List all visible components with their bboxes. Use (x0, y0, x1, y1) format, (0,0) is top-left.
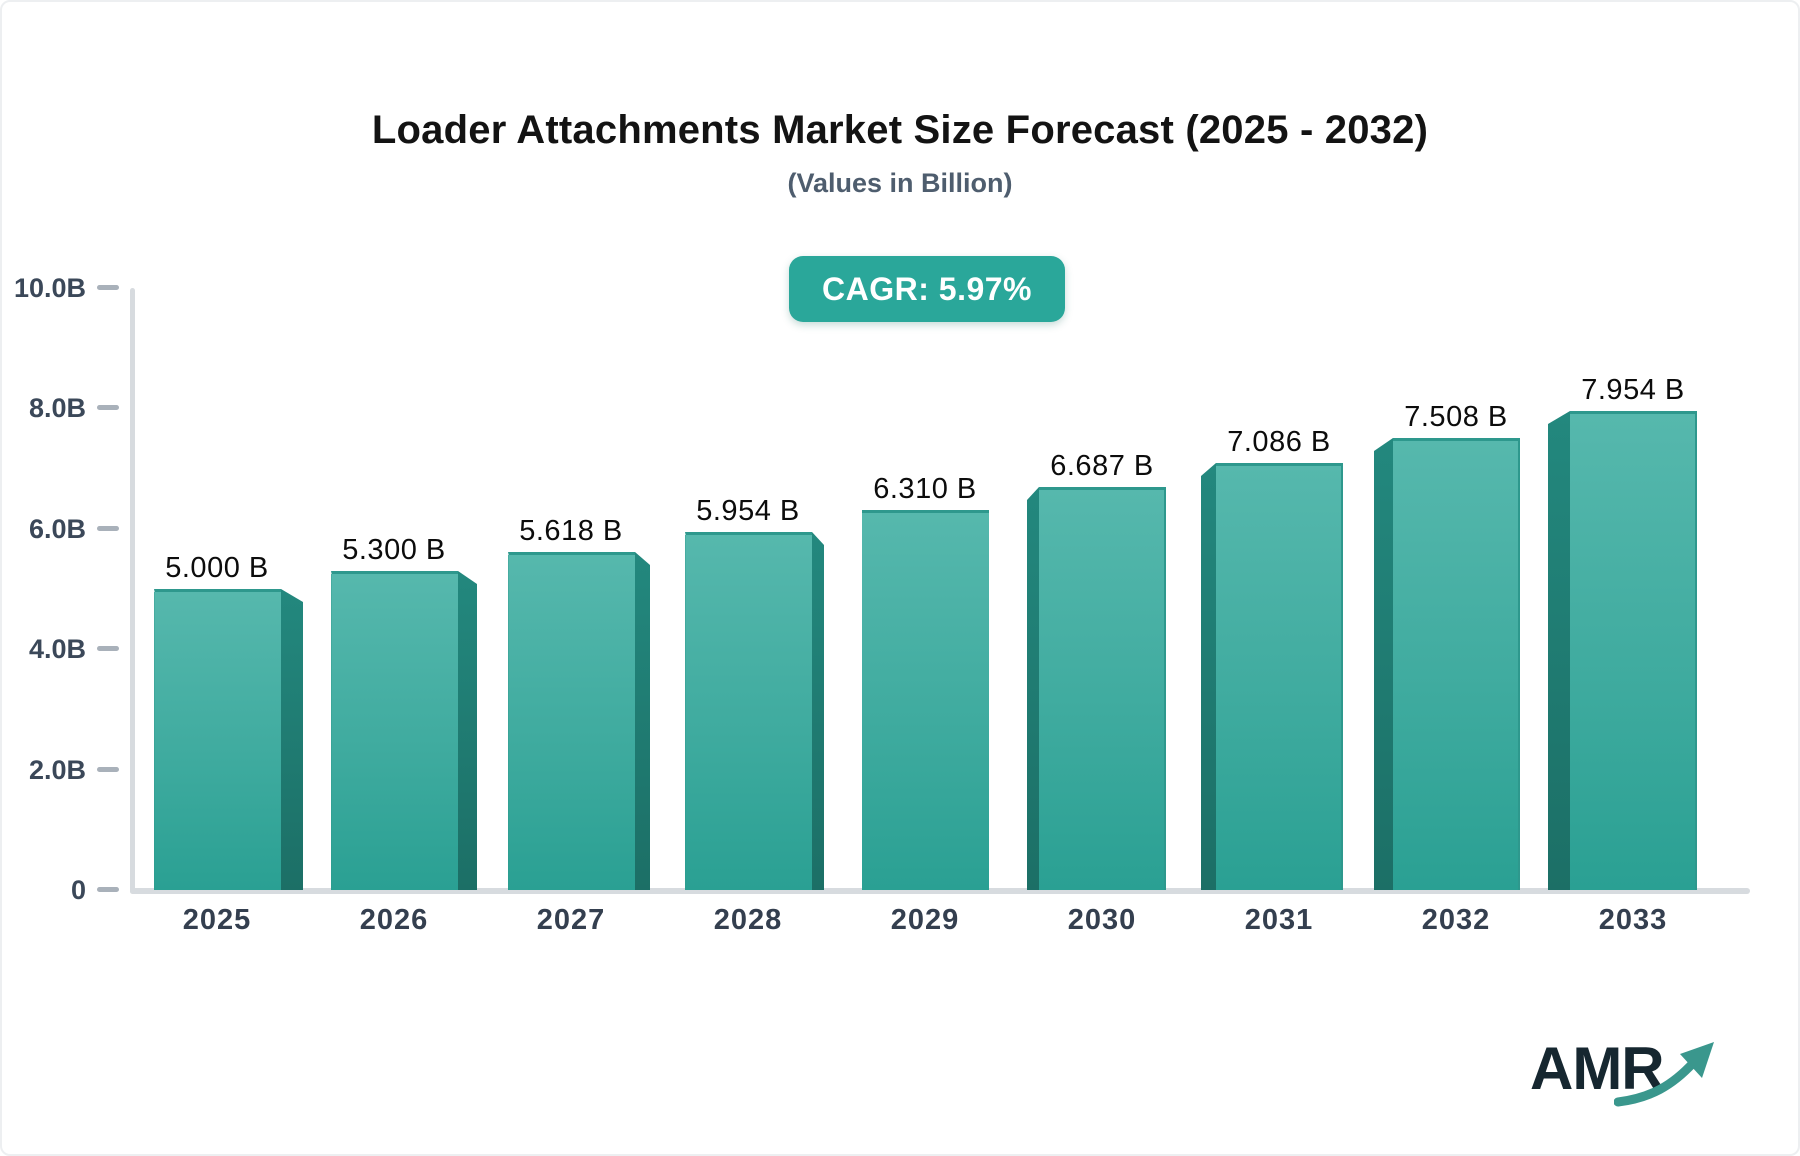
bar-value-label-2030: 6.687 B (1050, 450, 1154, 482)
y-axis-tick-mark (97, 887, 119, 892)
bar-2028 (685, 532, 812, 890)
bar-value-label-2029: 6.310 B (873, 473, 977, 505)
bar-side-face-2032 (1374, 438, 1393, 890)
bar-value-label-2031: 7.086 B (1227, 426, 1331, 458)
growth-arrow-icon (1614, 1042, 1714, 1107)
y-axis-line (130, 288, 135, 894)
cagr-badge-label: CAGR: 5.97% (822, 270, 1032, 307)
bar-value-label-2026: 5.300 B (342, 534, 446, 566)
bar-value-label-2028: 5.954 B (696, 495, 800, 527)
y-axis-tick-label: 2.0B (28, 754, 86, 785)
bar-side-face-2027 (635, 552, 650, 890)
bar-side-face-2028 (812, 532, 824, 890)
x-axis-year-label-2033: 2033 (1598, 904, 1668, 936)
y-axis-tick-label: 4.0B (28, 634, 86, 665)
x-axis-year-label-2031: 2031 (1244, 904, 1314, 936)
bar-2029 (862, 510, 989, 890)
y-axis-tick-label: 0 (70, 875, 86, 905)
y-axis-tick-mark (97, 646, 119, 652)
bar-2030 (1039, 487, 1166, 890)
bar-2026 (331, 571, 458, 890)
x-axis-year-label-2026: 2026 (359, 904, 429, 936)
bar-side-face-2030 (1027, 487, 1039, 890)
bar-2032 (1393, 438, 1520, 890)
bar-2033 (1570, 411, 1697, 890)
bar-side-face-2031 (1201, 463, 1216, 890)
chart-subtitle: (Values in Billion) (787, 168, 1013, 198)
y-axis-tick-mark (97, 285, 119, 290)
bar-value-label-2032: 7.508 B (1404, 401, 1508, 433)
amr-logo-text: AMR (1530, 1035, 1665, 1102)
bar-side-face-2033 (1548, 411, 1570, 890)
bar-side-face-2026 (458, 571, 477, 890)
x-axis-year-label-2025: 2025 (182, 904, 252, 936)
x-axis-year-label-2029: 2029 (890, 904, 960, 936)
x-axis-year-label-2032: 2032 (1421, 904, 1491, 936)
y-axis-tick-mark (97, 766, 119, 772)
bar-2031 (1216, 463, 1343, 890)
bar-value-label-2025: 5.000 B (165, 552, 269, 584)
x-axis-year-label-2030: 2030 (1067, 904, 1137, 936)
bar-side-face-2025 (281, 589, 303, 890)
y-axis-tick-mark (97, 405, 119, 411)
chart-title: Loader Attachments Market Size Forecast … (371, 108, 1429, 152)
bar-2027 (508, 552, 635, 890)
y-axis-tick-label: 10.0B (13, 273, 86, 303)
bar-value-label-2033: 7.954 B (1581, 374, 1685, 406)
bar-2025 (154, 589, 281, 890)
y-axis-tick-label: 6.0B (28, 513, 86, 544)
y-axis-tick-label: 8.0B (28, 393, 86, 424)
bar-value-label-2027: 5.618 B (519, 515, 623, 547)
y-axis-tick-mark (97, 525, 119, 531)
x-axis-line (130, 888, 1750, 894)
x-axis-year-label-2027: 2027 (536, 904, 606, 936)
cagr-badge: CAGR: 5.97% (789, 256, 1065, 322)
amr-logo: AMR (1530, 1034, 1730, 1114)
x-axis-year-label-2028: 2028 (713, 904, 783, 936)
